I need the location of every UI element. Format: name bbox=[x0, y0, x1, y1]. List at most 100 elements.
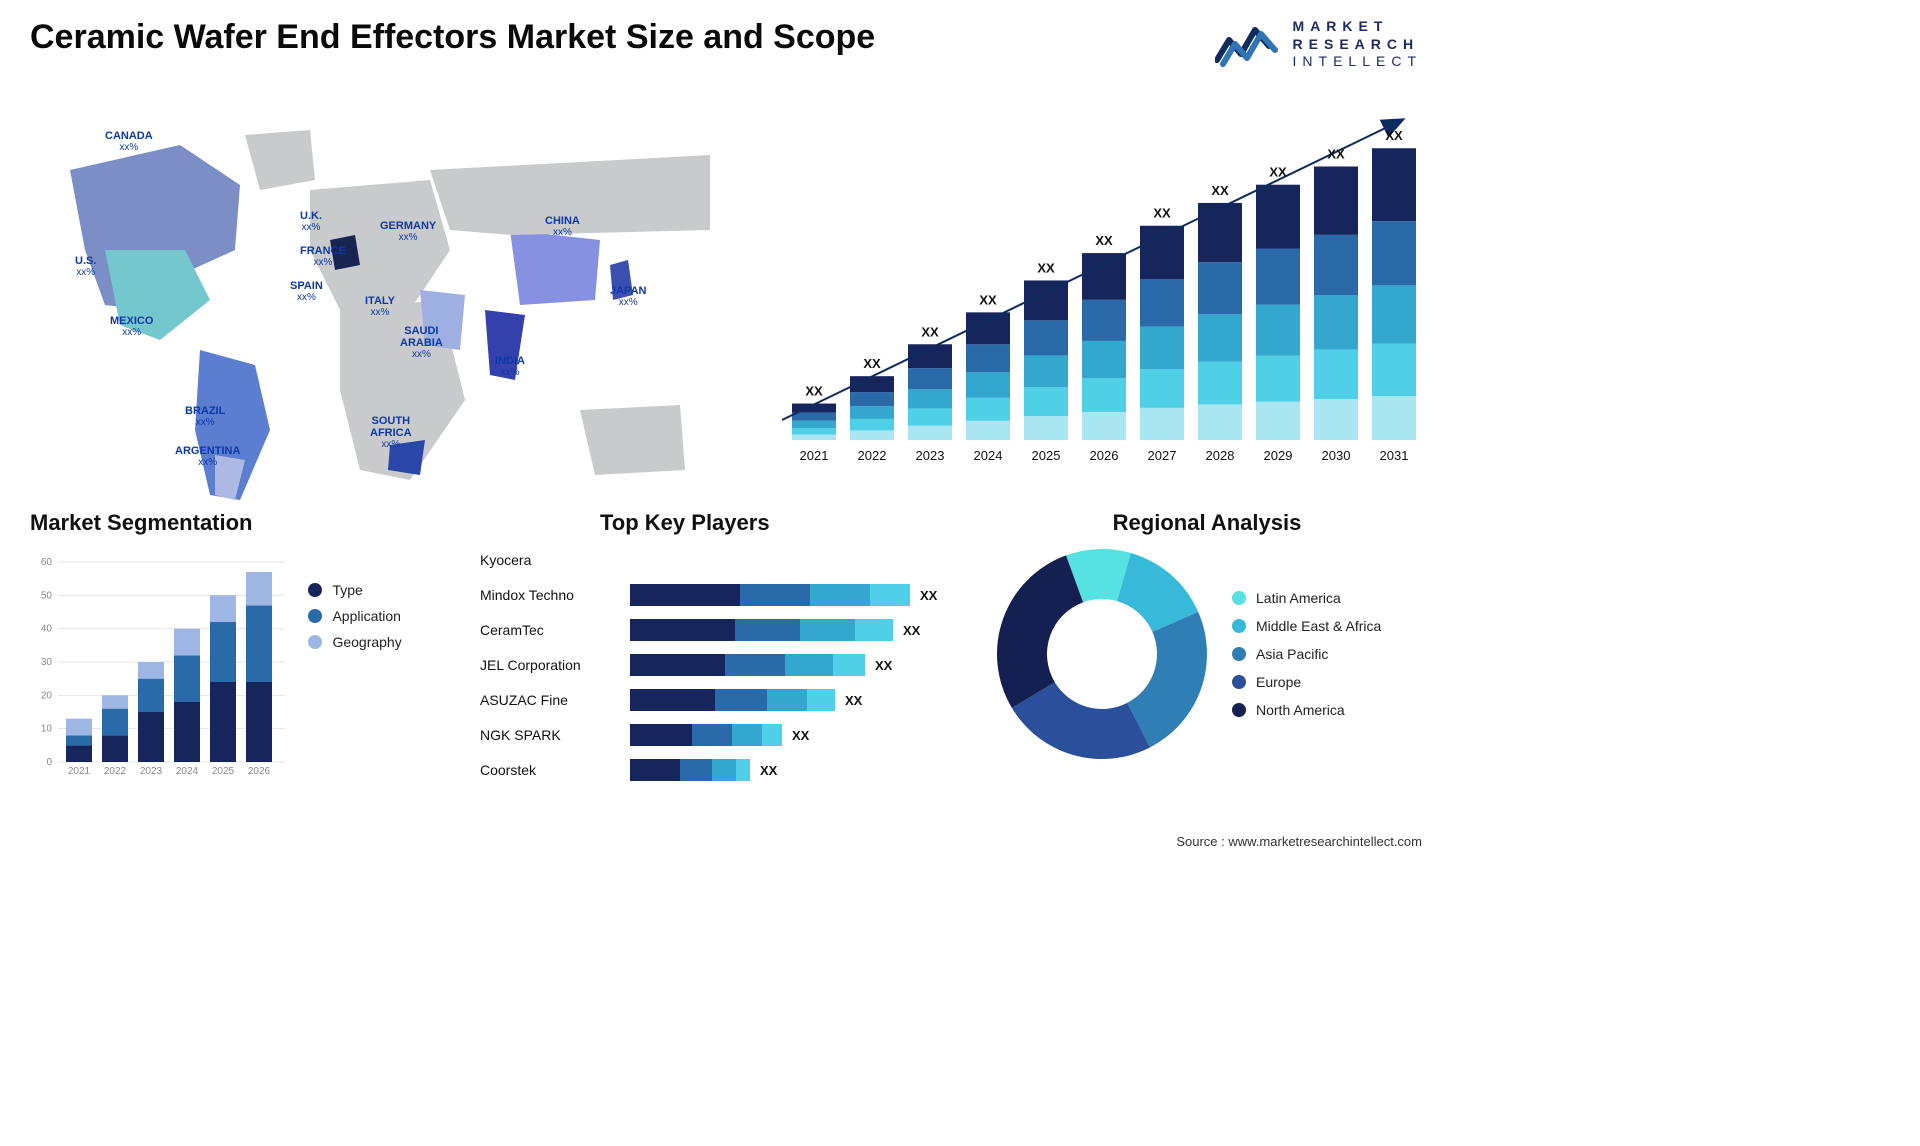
player-bar-seg bbox=[630, 584, 740, 606]
map-label: U.K.xx% bbox=[300, 210, 322, 233]
legend-item: Type bbox=[308, 582, 401, 598]
map-label: CANADAxx% bbox=[105, 130, 153, 153]
map-region-gl bbox=[245, 130, 315, 190]
seg-bar-seg bbox=[174, 629, 200, 656]
map-label: CHINAxx% bbox=[545, 215, 580, 238]
growth-bar-seg bbox=[1082, 378, 1126, 412]
map-label: SPAINxx% bbox=[290, 280, 323, 303]
player-value: XX bbox=[845, 693, 862, 708]
growth-chart-svg: 2021202220232024202520262027202820292030… bbox=[762, 110, 1422, 480]
donut-slice bbox=[997, 555, 1083, 707]
growth-value-label: XX bbox=[1095, 233, 1113, 248]
player-bar bbox=[630, 619, 893, 641]
player-value: XX bbox=[792, 728, 809, 743]
growth-bar-seg bbox=[1372, 148, 1416, 221]
growth-value-label: XX bbox=[805, 384, 823, 399]
growth-bar-seg bbox=[1024, 355, 1068, 387]
seg-bar-seg bbox=[246, 682, 272, 762]
source-label: Source : www.marketresearchintellect.com bbox=[1176, 834, 1422, 849]
player-name: Kyocera bbox=[480, 552, 630, 568]
growth-bar-seg bbox=[1082, 412, 1126, 440]
legend-item: Latin America bbox=[1232, 590, 1381, 606]
seg-bar-seg bbox=[210, 682, 236, 762]
growth-year-label: 2024 bbox=[974, 448, 1003, 463]
brand-logo: MARKET RESEARCH INTELLECT bbox=[1215, 18, 1422, 71]
growth-year-label: 2023 bbox=[916, 448, 945, 463]
player-bar-seg bbox=[855, 619, 893, 641]
seg-xtick: 2024 bbox=[176, 766, 199, 777]
player-row: CeramTecXX bbox=[480, 614, 980, 646]
map-label: GERMANYxx% bbox=[380, 220, 436, 243]
legend-swatch-icon bbox=[308, 609, 322, 623]
player-value: XX bbox=[875, 658, 892, 673]
segmentation-title: Market Segmentation bbox=[30, 510, 470, 536]
seg-ytick: 50 bbox=[41, 590, 53, 601]
legend-item: Europe bbox=[1232, 674, 1381, 690]
growth-bar-seg bbox=[1140, 408, 1184, 440]
player-bar-seg bbox=[740, 584, 810, 606]
legend-label: Europe bbox=[1256, 674, 1301, 690]
player-bar bbox=[630, 724, 782, 746]
growth-year-label: 2029 bbox=[1264, 448, 1293, 463]
growth-year-label: 2021 bbox=[800, 448, 829, 463]
map-label: INDIAxx% bbox=[495, 355, 525, 378]
legend-item: Geography bbox=[308, 634, 401, 650]
seg-xtick: 2025 bbox=[212, 766, 235, 777]
player-bar-seg bbox=[680, 759, 712, 781]
player-bar-seg bbox=[630, 759, 680, 781]
player-bar bbox=[630, 689, 835, 711]
map-label: U.S.xx% bbox=[75, 255, 96, 278]
seg-xtick: 2026 bbox=[248, 766, 271, 777]
segmentation-section: Market Segmentation 01020304050602021202… bbox=[30, 510, 470, 810]
seg-bar-seg bbox=[138, 712, 164, 762]
player-row: ASUZAC FineXX bbox=[480, 684, 980, 716]
regional-donut bbox=[992, 544, 1212, 764]
growth-value-label: XX bbox=[1385, 128, 1403, 143]
growth-chart: 2021202220232024202520262027202820292030… bbox=[762, 110, 1422, 480]
player-row: Kyocera bbox=[480, 544, 980, 576]
growth-bar-seg bbox=[1024, 387, 1068, 416]
growth-bar-seg bbox=[1314, 399, 1358, 440]
players-section: Top Key Players Kyocera Mindox TechnoXXCe… bbox=[480, 510, 980, 810]
player-bar bbox=[630, 759, 750, 781]
seg-bar-seg bbox=[102, 695, 128, 708]
player-row: NGK SPARKXX bbox=[480, 719, 980, 751]
growth-bar-seg bbox=[1256, 305, 1300, 356]
growth-bar-seg bbox=[1140, 226, 1184, 280]
growth-bar-seg bbox=[1140, 326, 1184, 369]
page-title: Ceramic Wafer End Effectors Market Size … bbox=[30, 18, 875, 57]
growth-bar-seg bbox=[792, 413, 836, 421]
growth-value-label: XX bbox=[1269, 165, 1287, 180]
player-name: JEL Corporation bbox=[480, 657, 630, 673]
player-bar-seg bbox=[762, 724, 782, 746]
growth-bar-seg bbox=[792, 428, 836, 435]
seg-bar-seg bbox=[66, 719, 92, 736]
growth-bar-seg bbox=[1372, 396, 1416, 440]
logo-line3: INTELLECT bbox=[1293, 53, 1422, 71]
legend-swatch-icon bbox=[1232, 619, 1246, 633]
growth-bar-seg bbox=[1198, 362, 1242, 405]
legend-swatch-icon bbox=[1232, 675, 1246, 689]
growth-bar-seg bbox=[1082, 341, 1126, 378]
seg-bar-seg bbox=[102, 709, 128, 736]
growth-year-label: 2031 bbox=[1380, 448, 1409, 463]
logo-mark-icon bbox=[1215, 20, 1279, 68]
seg-bar-seg bbox=[210, 595, 236, 622]
growth-bar-seg bbox=[966, 344, 1010, 372]
seg-bar-seg bbox=[66, 745, 92, 762]
growth-bar-seg bbox=[1314, 350, 1358, 399]
logo-line1: MARKET bbox=[1293, 18, 1422, 36]
player-value: XX bbox=[760, 763, 777, 778]
map-label: ARGENTINAxx% bbox=[175, 445, 240, 468]
growth-bar-seg bbox=[1198, 262, 1242, 314]
legend-item: North America bbox=[1232, 702, 1381, 718]
growth-value-label: XX bbox=[1211, 183, 1229, 198]
growth-bar-seg bbox=[1372, 221, 1416, 285]
player-bar-seg bbox=[732, 724, 762, 746]
legend-label: Asia Pacific bbox=[1256, 646, 1328, 662]
growth-bar-seg bbox=[1372, 285, 1416, 343]
player-bar-seg bbox=[692, 724, 732, 746]
seg-xtick: 2023 bbox=[140, 766, 163, 777]
player-row: Mindox TechnoXX bbox=[480, 579, 980, 611]
players-title: Top Key Players bbox=[600, 510, 980, 536]
